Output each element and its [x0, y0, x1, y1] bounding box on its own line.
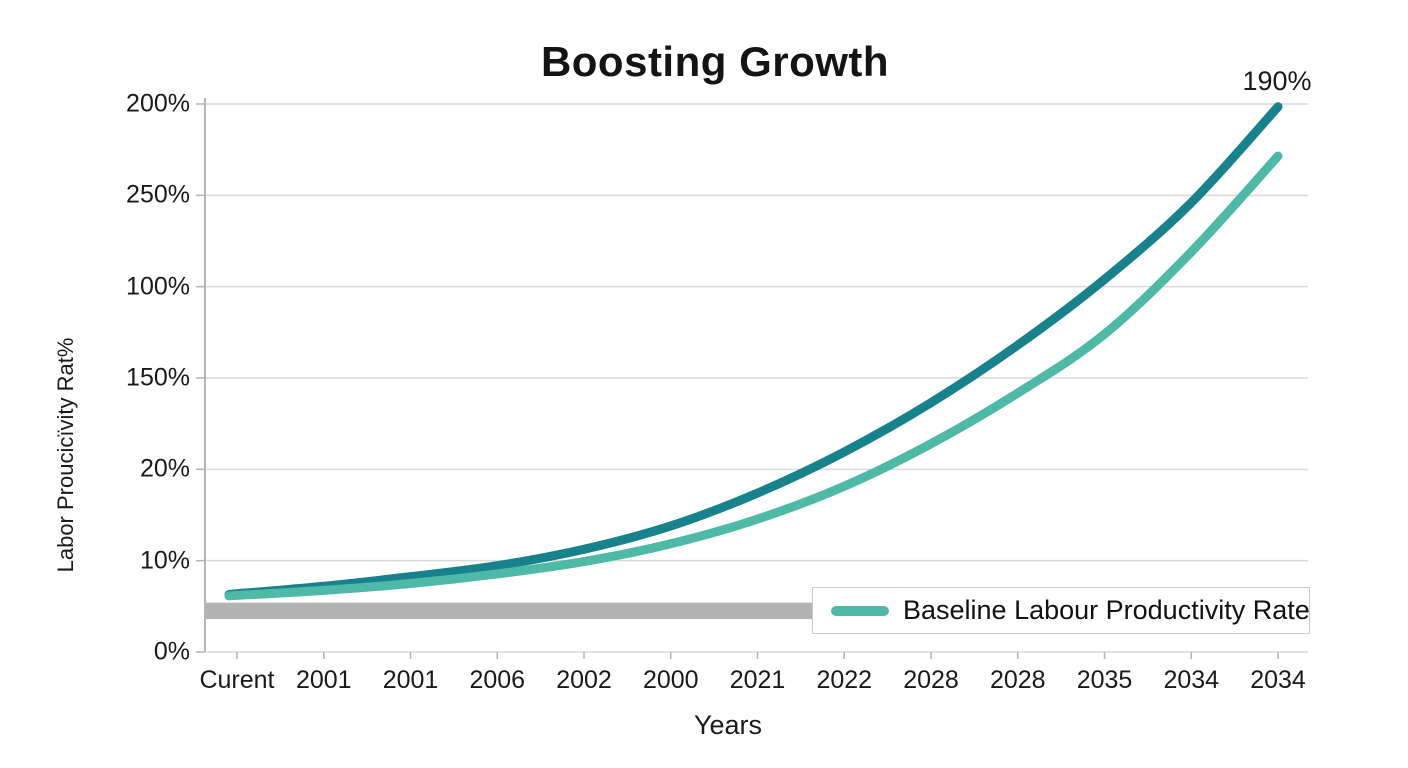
- x-tick-label: 2021: [729, 666, 786, 694]
- y-tick-label: 10%: [139, 546, 190, 575]
- x-tick-label: 2035: [1076, 666, 1133, 694]
- y-axis-label: Labor Proucicïvity Rat%: [53, 337, 78, 573]
- x-tick-label: 2022: [816, 666, 873, 694]
- x-tick-label: 2000: [642, 666, 699, 694]
- x-tick-label: 2006: [469, 666, 526, 694]
- y-tick-label: 100%: [126, 272, 190, 301]
- baseline-productivity-line: [224, 151, 1283, 601]
- y-tick-label: 200%: [126, 89, 190, 118]
- y-tick-label: 150%: [126, 363, 190, 392]
- x-tick-label: 2001: [382, 666, 439, 694]
- gray-flat-band: [206, 602, 812, 620]
- x-tick-label: Curent: [199, 666, 275, 694]
- x-tick-label: 2034: [1250, 666, 1306, 694]
- x-tick-label: 2001: [295, 666, 352, 694]
- y-tick-label: 250%: [126, 180, 190, 209]
- line-end-annotation: 190%: [1242, 66, 1312, 96]
- legend: Baseline Labour Productivity Rate: [812, 587, 1310, 634]
- x-tick-label: 2002: [556, 666, 612, 694]
- x-tick-label: 2028: [989, 666, 1046, 694]
- y-tick-label: 20%: [139, 454, 190, 483]
- x-tick-label: 2028: [903, 666, 959, 694]
- y-tick-label: 0%: [153, 637, 190, 666]
- x-axis-label: Years: [693, 710, 763, 740]
- legend-label: Baseline Labour Productivity Rate: [903, 595, 1310, 625]
- x-tick-label: 2034: [1163, 666, 1220, 694]
- chart-title: Boosting Growth: [540, 38, 890, 85]
- boosted-productivity-line: [224, 102, 1283, 599]
- legend-line-swatch-icon: [831, 605, 889, 616]
